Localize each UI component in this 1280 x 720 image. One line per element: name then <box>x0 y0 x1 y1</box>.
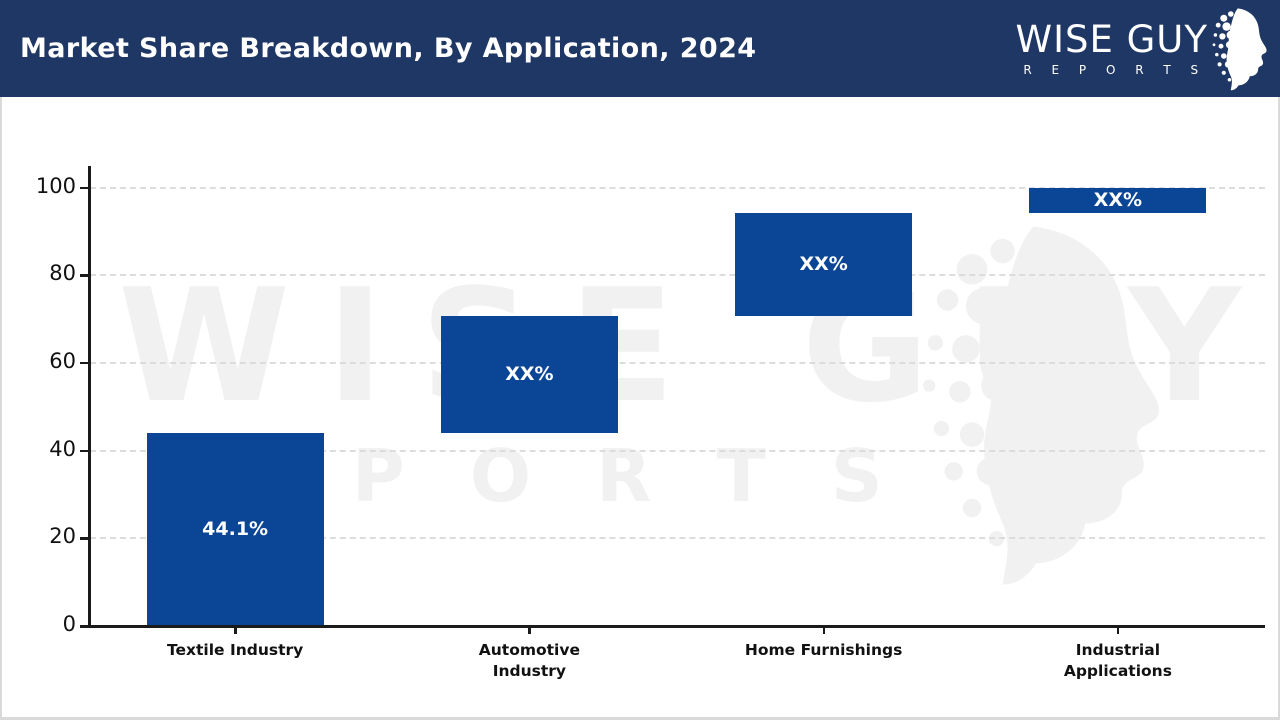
header: Market Share Breakdown, By Application, … <box>0 0 1280 97</box>
y-tick-mark-80 <box>80 274 88 277</box>
wise-guy-head-icon <box>1212 8 1267 91</box>
wise-guy-reports-logo: WISE GUY R E P O R T S <box>1016 5 1270 93</box>
gridline-40 <box>90 449 1265 452</box>
y-tick-label-80: 80 <box>49 261 76 286</box>
bar-segment: XX% <box>440 315 618 433</box>
y-tick-label-20: 20 <box>49 524 76 549</box>
y-axis-line <box>88 166 91 628</box>
y-tick-mark-100 <box>80 186 88 189</box>
logo-wordmark-line2: R E P O R T S <box>1023 63 1207 77</box>
bar-value-label: 44.1% <box>202 518 269 541</box>
y-tick-mark-0 <box>80 625 88 628</box>
gridline-60 <box>90 361 1265 364</box>
y-tick-label-60: 60 <box>49 348 76 373</box>
page-border-bottom <box>0 717 1280 720</box>
bar-segment: XX% <box>735 212 913 316</box>
y-tick-label-0: 0 <box>62 612 76 636</box>
bar-value-label: XX% <box>799 253 848 276</box>
x-tick-mark <box>234 627 237 634</box>
y-tick-label-40: 40 <box>49 436 76 461</box>
y-tick-mark-40 <box>80 449 88 453</box>
y-tick-label-100: 100 <box>35 173 76 198</box>
x-category-label: Textile Industry <box>166 641 304 659</box>
logo-wordmark: WISE GUY R E P O R T S <box>1016 21 1208 77</box>
page-title: Market Share Breakdown, By Application, … <box>20 33 757 64</box>
x-tick-mark <box>1116 627 1120 634</box>
logo-wordmark-line1: WISE GUY <box>1015 18 1208 61</box>
y-tick-mark-60 <box>80 361 88 365</box>
gridline-100 <box>90 186 1265 189</box>
x-category-label: Automotive Industry <box>478 641 580 680</box>
y-tick-mark-20 <box>80 537 88 540</box>
x-category-label: Industrial Applications <box>1063 641 1172 680</box>
gridline-80 <box>90 274 1265 277</box>
bar-segment: XX% <box>1029 187 1207 213</box>
x-tick-mark <box>528 627 531 634</box>
gridline-20 <box>90 537 1265 540</box>
bar-value-label: XX% <box>1093 189 1143 212</box>
page-border-right <box>1278 97 1280 720</box>
page-border-left <box>0 97 2 720</box>
x-category-label: Home Furnishings <box>744 641 903 659</box>
bar-value-label: XX% <box>505 363 554 386</box>
x-tick-mark <box>822 627 826 634</box>
bar-segment: 44.1% <box>146 432 324 626</box>
watermark-text-line2: P O R T S <box>352 434 903 518</box>
x-axis-line <box>88 625 1265 628</box>
